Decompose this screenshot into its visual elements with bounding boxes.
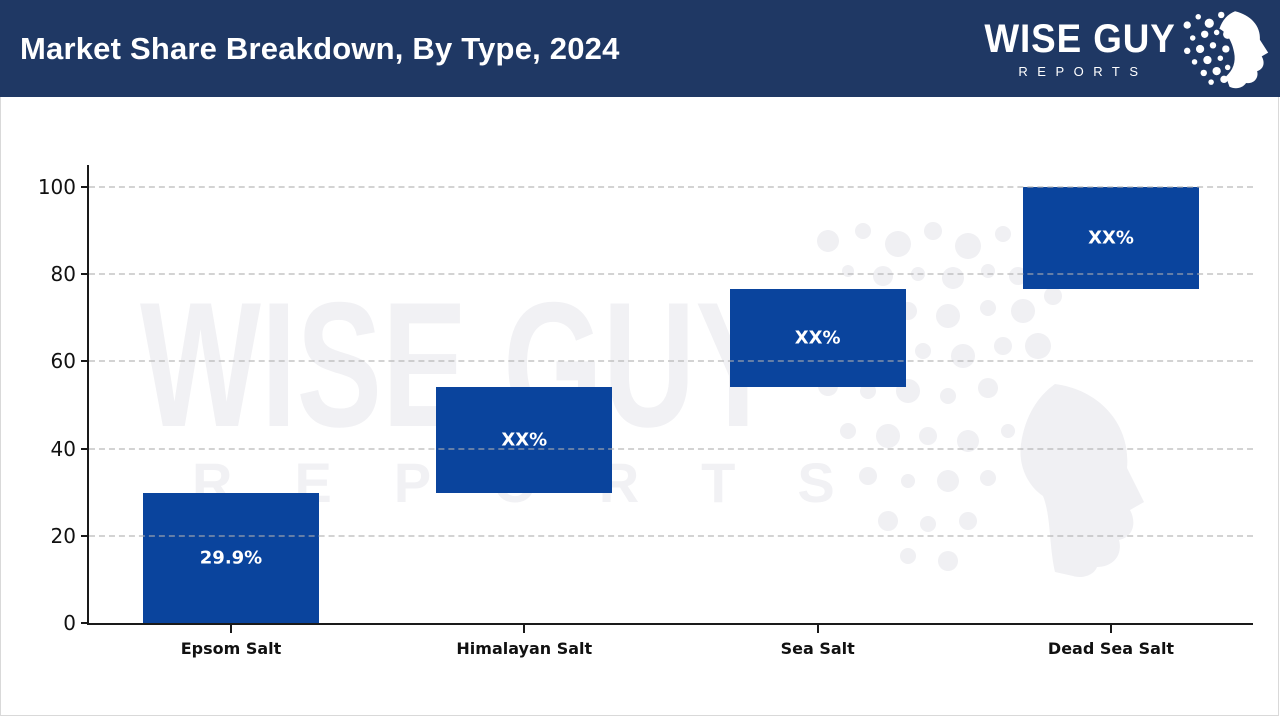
x-axis-tick — [1110, 625, 1112, 633]
y-axis-tick — [81, 447, 89, 450]
y-axis-tick — [81, 186, 89, 188]
logo-face-icon — [1183, 11, 1269, 89]
y-axis-tick — [81, 622, 89, 624]
bar-value-label-sea-salt: XX% — [794, 327, 841, 349]
y-axis-tick — [81, 273, 89, 276]
logo-wordmark-main: WISE GUY — [984, 17, 1176, 61]
x-axis-tick — [523, 625, 526, 633]
x-axis-label-himalayan-salt: Himalayan Salt — [456, 639, 593, 658]
logo-wordmark-sub: REPORTS — [1018, 64, 1148, 79]
x-axis-spine — [87, 623, 1253, 625]
y-axis-tick-label: 100 — [37, 175, 76, 199]
gridline-40 — [89, 447, 1253, 450]
y-axis-tick — [81, 360, 89, 363]
gridline-60 — [89, 360, 1253, 363]
x-axis-label-dead-sea-salt: Dead Sea Salt — [1047, 639, 1175, 658]
x-axis-label-sea-salt: Sea Salt — [780, 639, 855, 658]
y-axis-tick-label: 80 — [50, 262, 76, 287]
bar-himalayan-salt — [436, 386, 613, 493]
logo-wordmark: WISE GUY REPORTS — [976, 19, 1184, 79]
bar-dead-sea-salt — [1023, 187, 1199, 289]
gridline-20 — [89, 534, 1253, 537]
watermark-face-pattern — [817, 222, 1144, 577]
gridline-100 — [89, 186, 1253, 188]
y-axis-tick-label: 0 — [63, 611, 76, 635]
header-bar: Market Share Breakdown, By Type, 2024 WI… — [0, 0, 1280, 97]
bar-sea-salt — [729, 288, 906, 387]
chart-title: Market Share Breakdown, By Type, 2024 — [20, 30, 620, 66]
bar-value-label-epsom-salt: 29.9% — [199, 547, 263, 569]
x-axis-label-epsom-salt: Epsom Salt — [180, 639, 282, 658]
y-axis-spine — [87, 165, 89, 625]
x-axis-tick — [816, 625, 819, 633]
bar-value-label-himalayan-salt: XX% — [501, 429, 548, 451]
gridline-80 — [89, 273, 1253, 276]
y-axis-tick — [81, 534, 89, 537]
bar-epsom-salt — [143, 492, 319, 623]
wiseguy-logo: WISE GUY REPORTS — [976, 5, 1270, 93]
bar-value-label-dead-sea-salt: XX% — [1088, 227, 1134, 249]
y-axis-tick-label: 60 — [50, 349, 76, 374]
y-axis-tick-label: 20 — [50, 523, 76, 548]
y-axis-tick-label: 40 — [50, 436, 76, 461]
x-axis-tick — [230, 625, 232, 633]
